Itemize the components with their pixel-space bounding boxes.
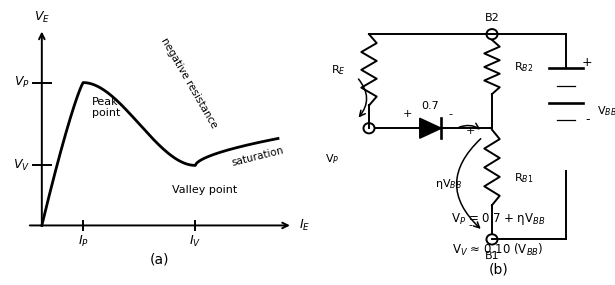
Text: R$_{B2}$: R$_{B2}$ xyxy=(514,60,533,74)
Text: B2: B2 xyxy=(485,13,499,23)
Text: (a): (a) xyxy=(150,252,170,266)
Text: +: + xyxy=(582,56,593,69)
Text: +: + xyxy=(466,126,475,136)
Text: I$_P$: I$_P$ xyxy=(77,234,89,249)
Polygon shape xyxy=(419,118,442,138)
Text: B1: B1 xyxy=(485,251,499,261)
Text: V$_{BB}$: V$_{BB}$ xyxy=(597,104,615,118)
Text: R$_{B1}$: R$_{B1}$ xyxy=(514,171,533,185)
Text: -: - xyxy=(585,113,590,126)
Text: I$_E$: I$_E$ xyxy=(299,218,310,233)
Text: 0.7: 0.7 xyxy=(422,101,439,111)
Text: ηV$_{BB}$: ηV$_{BB}$ xyxy=(435,177,462,191)
Text: saturation: saturation xyxy=(230,146,285,168)
Text: V$_P$: V$_P$ xyxy=(325,153,339,166)
Text: V$_V$ ≈ 0.10 (V$_{BB}$): V$_V$ ≈ 0.10 (V$_{BB}$) xyxy=(453,242,544,258)
Text: Valley point: Valley point xyxy=(172,185,237,195)
Text: +: + xyxy=(403,109,412,119)
Text: V$_E$: V$_E$ xyxy=(34,9,50,25)
Text: (b): (b) xyxy=(488,262,508,276)
Text: V$_V$: V$_V$ xyxy=(13,158,30,173)
Text: V$_P$ = 0.7 + ηV$_{BB}$: V$_P$ = 0.7 + ηV$_{BB}$ xyxy=(451,211,546,227)
Text: V$_P$: V$_P$ xyxy=(14,75,30,90)
Text: -: - xyxy=(448,109,453,119)
Text: I$_V$: I$_V$ xyxy=(189,234,202,249)
Text: negative resistance: negative resistance xyxy=(159,36,220,129)
Text: -: - xyxy=(469,220,472,230)
Text: R$_E$: R$_E$ xyxy=(331,63,346,77)
Text: Peak
point: Peak point xyxy=(92,97,121,118)
